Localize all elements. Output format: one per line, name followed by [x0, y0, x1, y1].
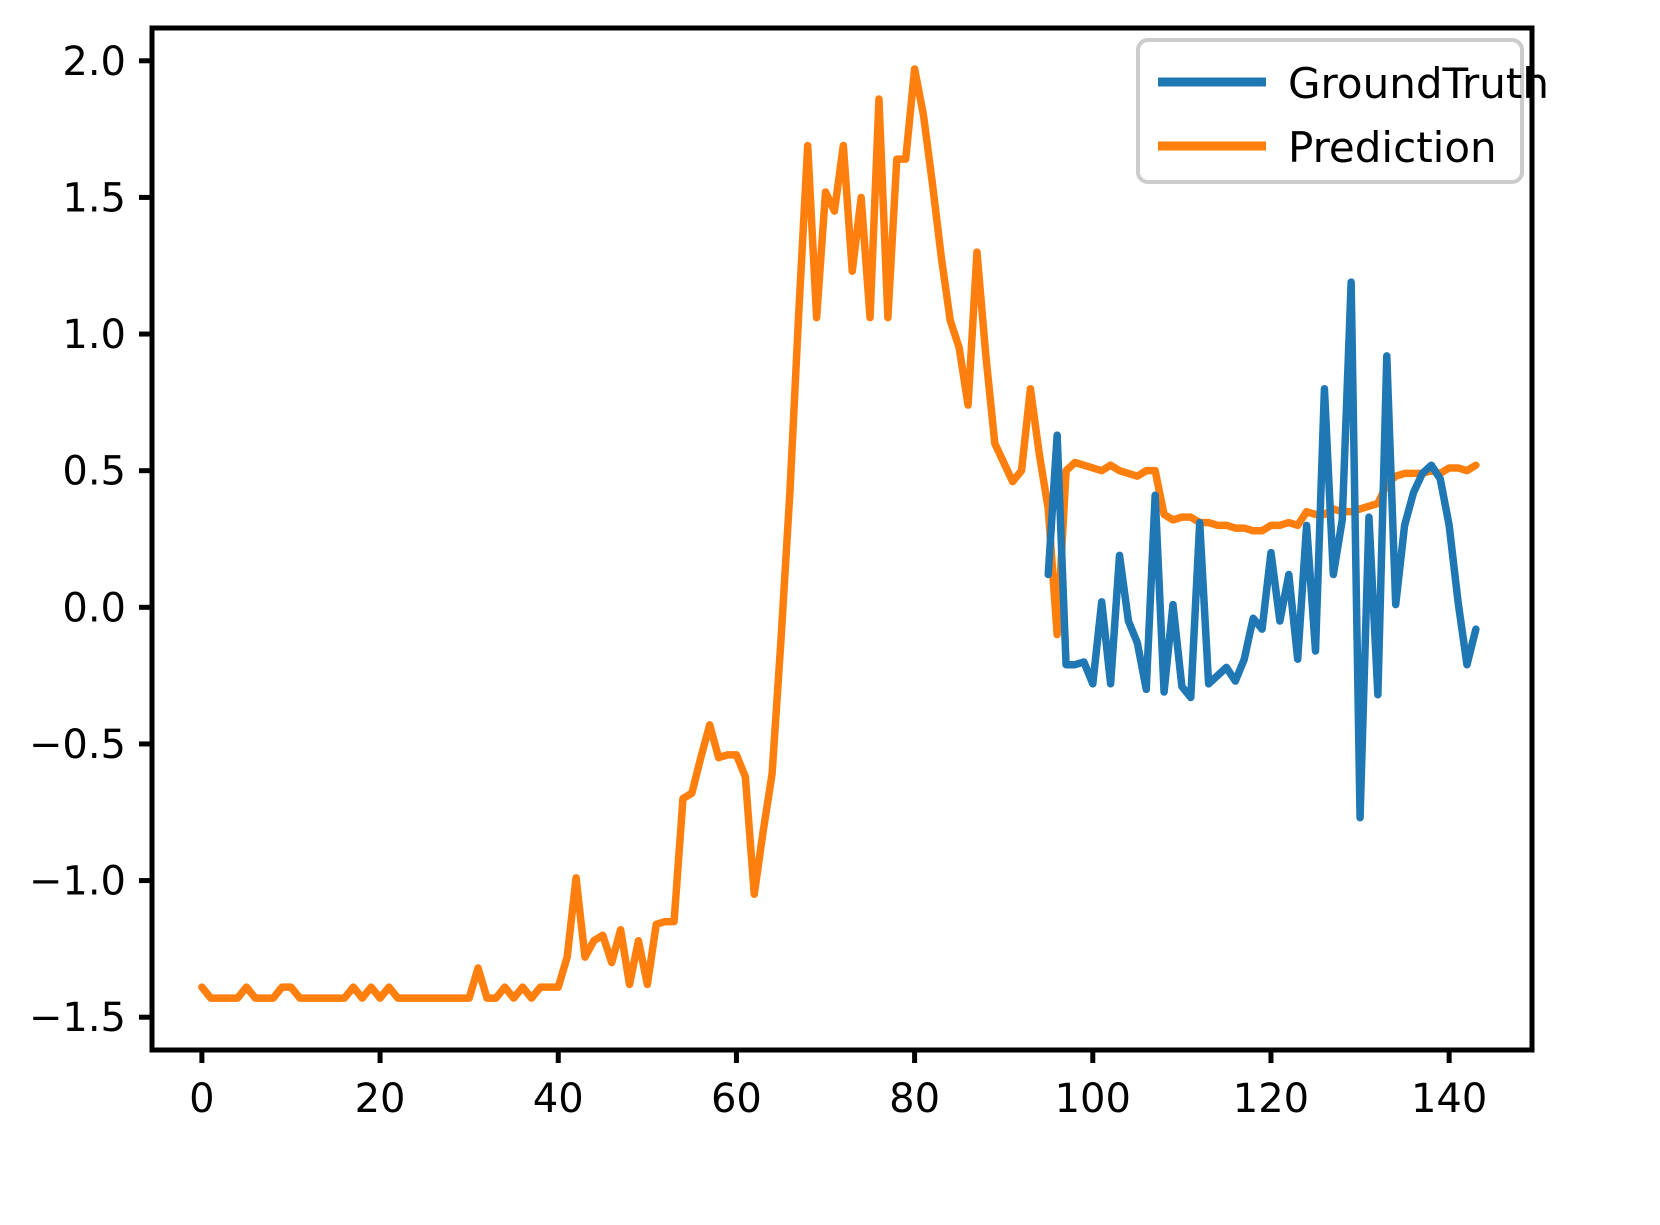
series-line-prediction — [198, 65, 1480, 1002]
legend-label-prediction: Prediction — [1288, 123, 1497, 172]
x-tick-label: 100 — [1055, 1076, 1131, 1122]
axes-frame — [149, 25, 1535, 1053]
y-axis-ticks — [139, 58, 152, 1020]
y-tick-label: 1.5 — [62, 175, 126, 221]
y-tick-label: −1.0 — [29, 859, 126, 905]
y-tick-label: 1.0 — [62, 312, 126, 358]
y-tick-label: 0.0 — [62, 585, 126, 631]
chart-legend: GroundTruth Prediction — [1136, 38, 1549, 184]
x-axis-ticks — [199, 1050, 1452, 1063]
x-tick-label: 140 — [1411, 1076, 1487, 1122]
x-tick-label: 80 — [889, 1076, 940, 1122]
y-axis-tick-labels: 2.0 1.5 1.0 0.5 0.0 −0.5 −1.0 −1.5 — [29, 39, 126, 1041]
series-line-groundtruth — [1044, 278, 1480, 822]
legend-label-groundtruth: GroundTruth — [1288, 59, 1549, 108]
x-tick-label: 20 — [355, 1076, 406, 1122]
x-tick-label: 60 — [711, 1076, 762, 1122]
x-tick-label: 0 — [189, 1076, 214, 1122]
x-tick-label: 40 — [533, 1076, 584, 1122]
x-tick-label: 120 — [1233, 1076, 1309, 1122]
x-axis-tick-labels: 0 20 40 60 80 100 120 140 — [189, 1076, 1487, 1122]
y-tick-label: −0.5 — [29, 722, 126, 768]
y-tick-label: 0.5 — [62, 449, 126, 495]
y-tick-label: −1.5 — [29, 995, 126, 1041]
data-series-group — [198, 65, 1480, 1002]
y-tick-label: 2.0 — [62, 39, 126, 85]
